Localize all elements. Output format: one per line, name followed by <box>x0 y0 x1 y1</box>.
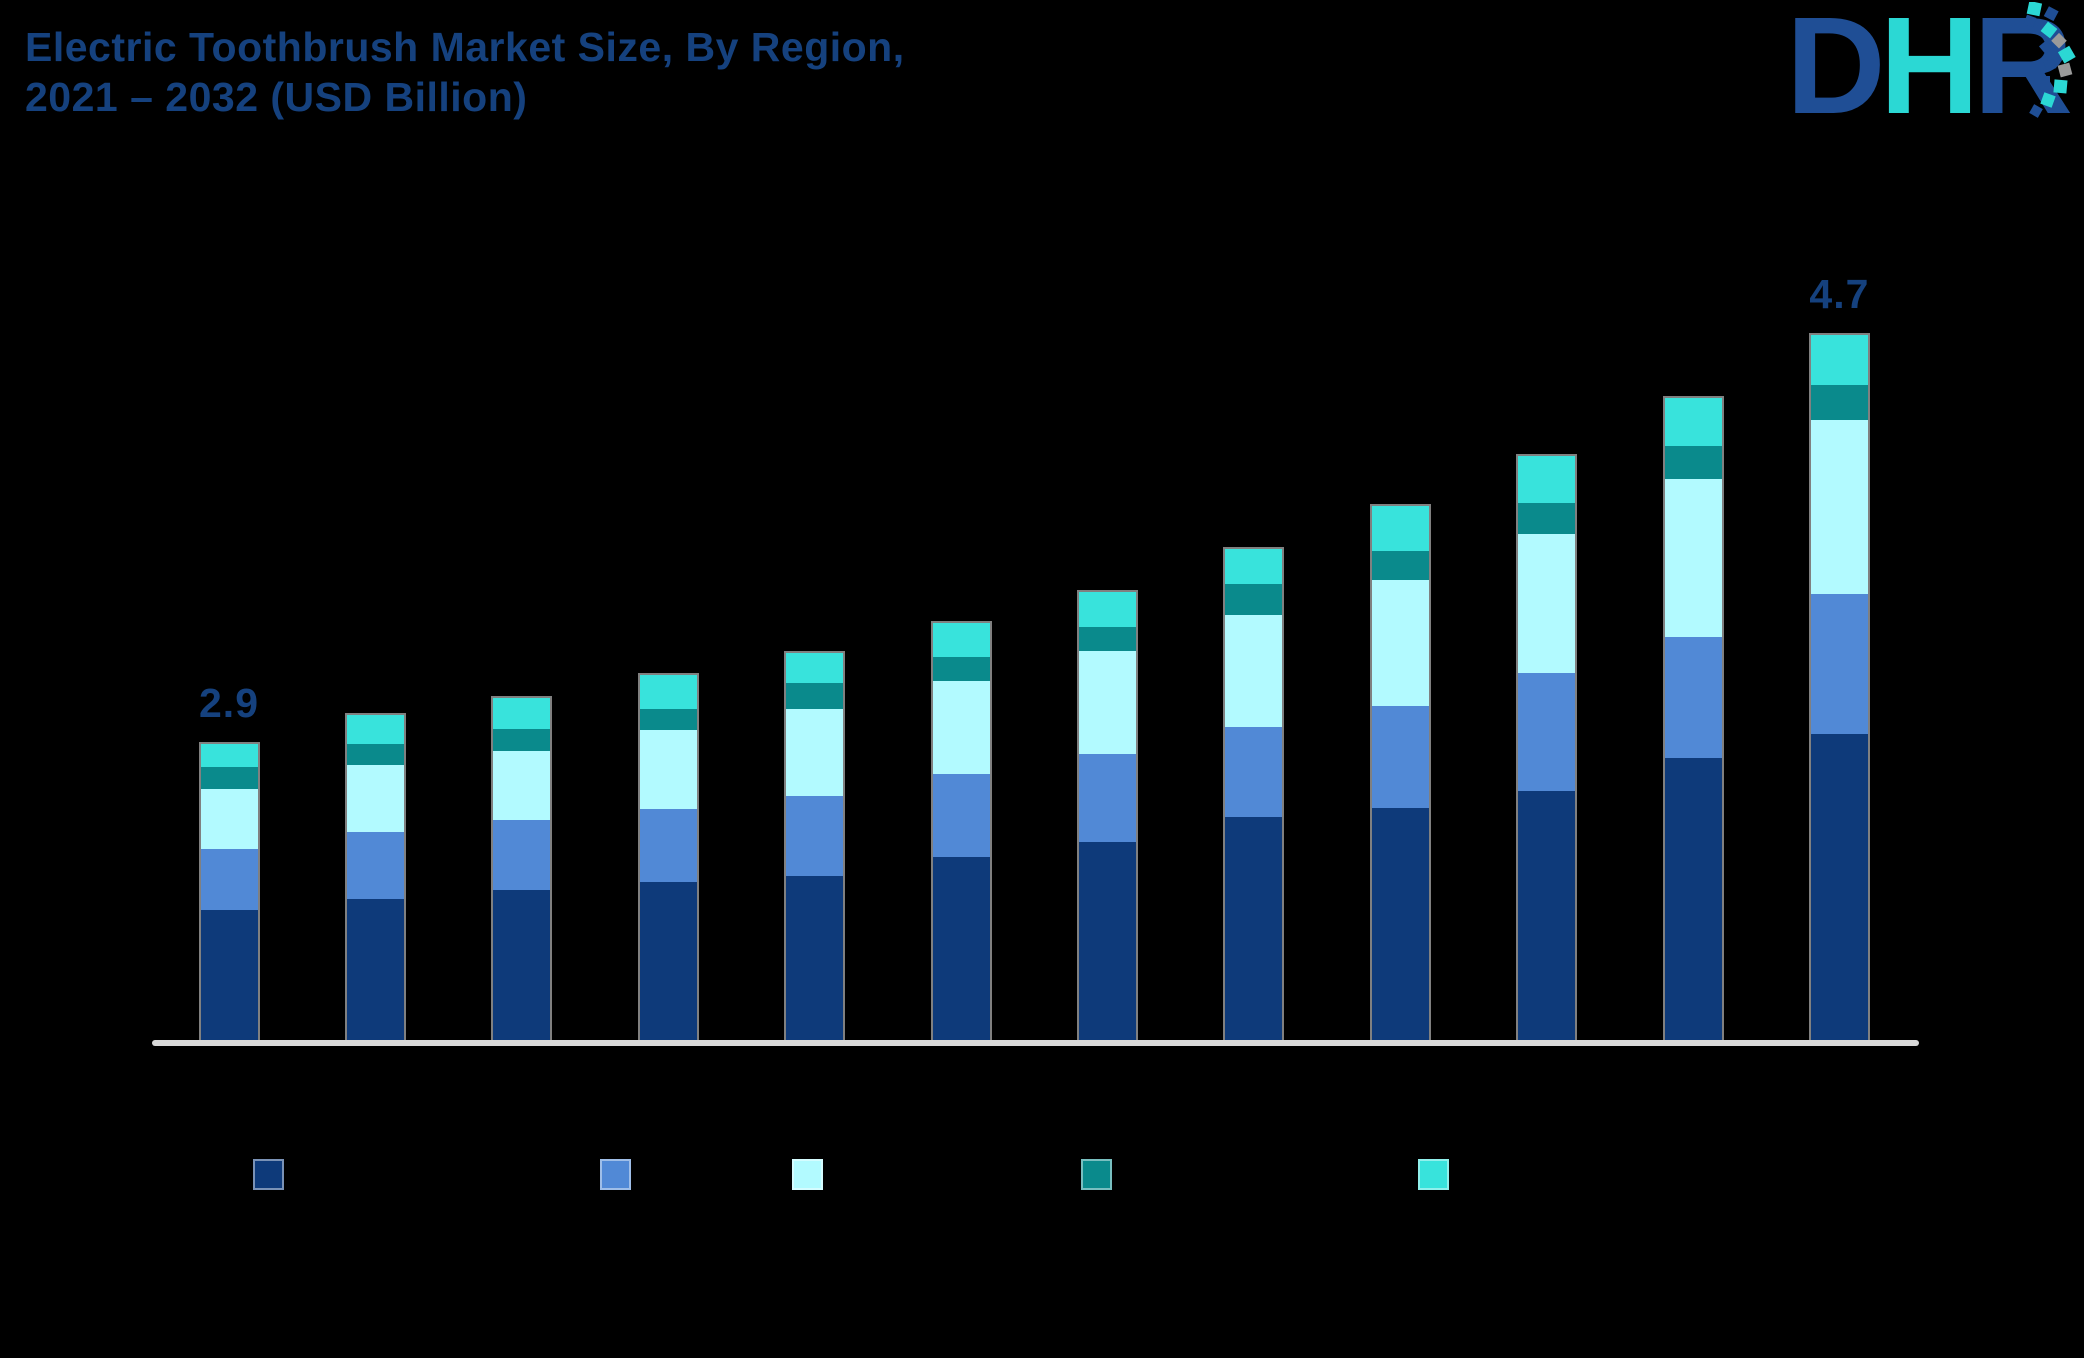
logo-starburst-icon <box>2023 2 2076 118</box>
segment-turquoise <box>932 623 990 657</box>
bar-2023 <box>491 696 553 1043</box>
segment-blue <box>1078 754 1136 842</box>
segment-blue <box>1664 637 1722 758</box>
segment-navy <box>1225 817 1283 1043</box>
segment-navy <box>1810 734 1868 1043</box>
bar-2026 <box>930 621 992 1043</box>
segment-teal <box>932 657 990 681</box>
legend-swatch-3 <box>792 1159 823 1190</box>
segment-turquoise <box>1371 506 1429 551</box>
segment-teal <box>1518 503 1576 534</box>
bar-value-label-2032: 4.7 <box>1809 271 1870 317</box>
bar-2027 <box>1076 590 1138 1043</box>
segment-turquoise <box>1810 335 1868 385</box>
segment-blue <box>786 796 844 876</box>
bar-2024 <box>637 673 699 1043</box>
segment-blue <box>346 832 404 899</box>
dhr-logo-letters: DHR <box>1786 0 2073 135</box>
bar-2032 <box>1808 333 1870 1043</box>
segment-navy <box>493 890 551 1043</box>
segment-navy <box>932 857 990 1043</box>
bar-2022 <box>344 713 406 1043</box>
x-axis-line <box>152 1040 1919 1046</box>
segment-pale-cyan <box>1518 534 1576 673</box>
segment-pale-cyan <box>1664 479 1722 637</box>
segment-turquoise <box>493 698 551 729</box>
segment-blue <box>1810 594 1868 734</box>
segment-turquoise <box>1664 398 1722 446</box>
segment-turquoise <box>200 744 258 767</box>
segment-blue <box>639 809 697 882</box>
segment-teal <box>346 744 404 765</box>
segment-blue <box>1371 706 1429 808</box>
segment-teal <box>493 729 551 751</box>
bar-2028 <box>1223 547 1285 1043</box>
legend-swatch-5 <box>1418 1159 1449 1190</box>
segment-pale-cyan <box>200 789 258 849</box>
segment-navy <box>639 882 697 1043</box>
segment-turquoise <box>639 675 697 709</box>
segment-blue <box>932 774 990 857</box>
logo-letter-r: R <box>1973 0 2073 143</box>
legend-swatch-2 <box>600 1159 631 1190</box>
segment-teal <box>1225 584 1283 615</box>
chart-title: Electric Toothbrush Market Size, By Regi… <box>25 22 905 122</box>
bar-2029 <box>1369 504 1431 1043</box>
segment-pale-cyan <box>1225 615 1283 727</box>
segment-blue <box>1518 673 1576 791</box>
segment-navy <box>1518 791 1576 1043</box>
segment-teal <box>1810 385 1868 420</box>
segment-pale-cyan <box>493 751 551 820</box>
legend-swatch-1 <box>253 1159 284 1190</box>
bar-2031 <box>1662 396 1724 1043</box>
segment-teal <box>1371 551 1429 580</box>
segment-navy <box>1371 808 1429 1043</box>
segment-teal <box>786 683 844 709</box>
segment-turquoise <box>1225 549 1283 584</box>
segment-navy <box>786 876 844 1043</box>
segment-navy <box>1078 842 1136 1043</box>
bar-2030 <box>1516 454 1578 1043</box>
segment-navy <box>1664 758 1722 1043</box>
segment-pale-cyan <box>1078 651 1136 754</box>
segment-navy <box>200 910 258 1043</box>
bar-2025 <box>784 651 846 1043</box>
segment-pale-cyan <box>1371 580 1429 706</box>
segment-blue <box>493 820 551 890</box>
segment-blue <box>200 849 258 910</box>
segment-pale-cyan <box>346 765 404 832</box>
segment-turquoise <box>346 715 404 744</box>
segment-pale-cyan <box>786 709 844 796</box>
chart-title-line1: Electric Toothbrush Market Size, By Regi… <box>25 24 905 70</box>
chart-title-line2: 2021 – 2032 (USD Billion) <box>25 74 528 120</box>
segment-teal <box>639 709 697 730</box>
segment-pale-cyan <box>639 730 697 809</box>
segment-blue <box>1225 727 1283 817</box>
segment-pale-cyan <box>1810 420 1868 594</box>
segment-teal <box>200 767 258 789</box>
dhr-logo: DHR <box>1786 0 2084 136</box>
segment-turquoise <box>786 653 844 683</box>
segment-navy <box>346 899 404 1043</box>
segment-turquoise <box>1518 456 1576 503</box>
bar-2021 <box>198 742 260 1043</box>
segment-pale-cyan <box>932 681 990 774</box>
segment-teal <box>1664 446 1722 479</box>
bar-value-label-2021: 2.9 <box>199 680 259 726</box>
segment-teal <box>1078 627 1136 651</box>
logo-letter-d: D <box>1786 0 1886 143</box>
legend-swatch-4 <box>1081 1159 1112 1190</box>
logo-letter-h: H <box>1879 0 1980 143</box>
segment-turquoise <box>1078 592 1136 627</box>
